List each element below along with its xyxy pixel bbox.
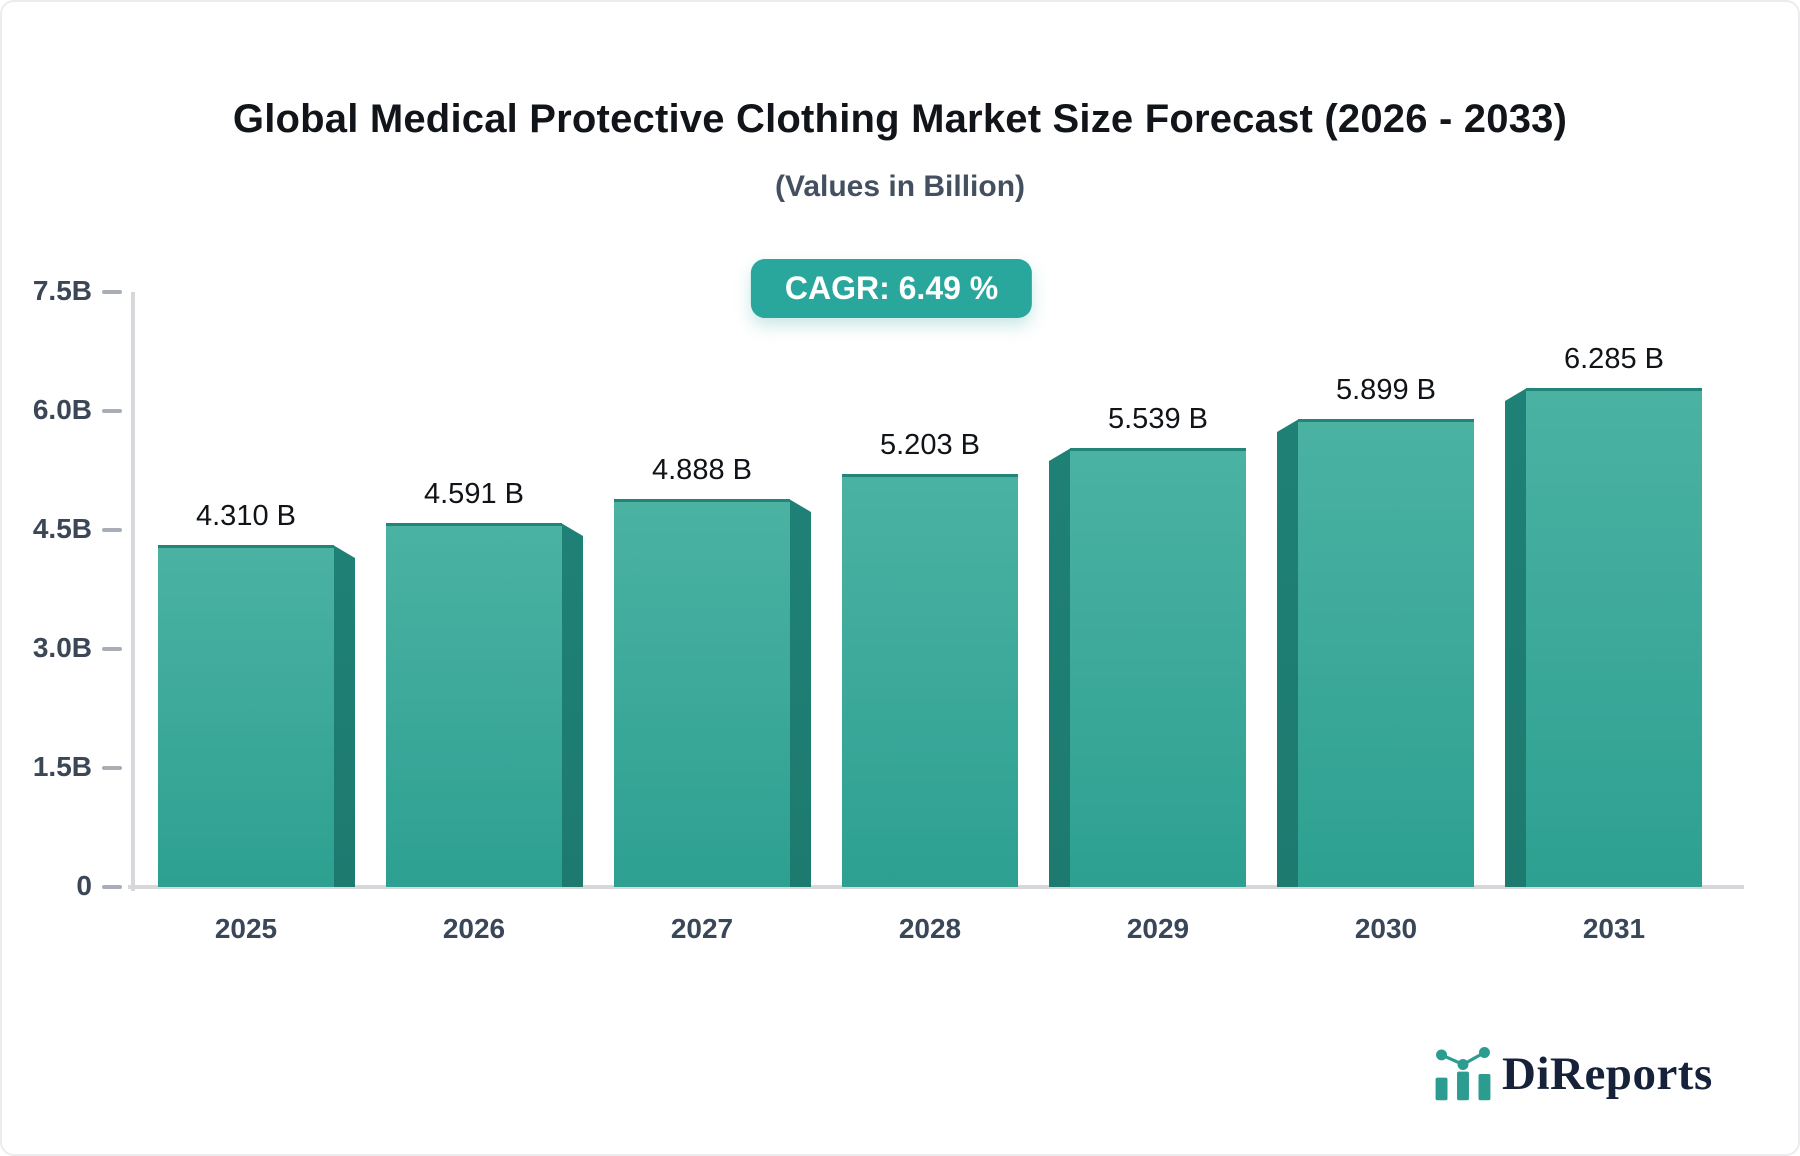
bar-value-label: 4.888 B	[652, 454, 752, 486]
y-tick-label: 4.5B	[32, 513, 92, 544]
logo-text: DiReports	[1502, 1048, 1713, 1100]
x-axis-label: 2026	[442, 913, 506, 944]
bar-column: 5.539 B 2029	[1044, 292, 1272, 944]
bar-side-face	[561, 523, 583, 887]
y-tick-label: 6.0B	[32, 394, 92, 425]
bar-face	[158, 545, 334, 887]
x-axis-label: 2028	[898, 913, 962, 944]
y-tick-dash	[102, 528, 122, 532]
x-axis-label: 2027	[670, 913, 734, 944]
bar-value-label: 4.310 B	[196, 500, 296, 532]
bar-face	[614, 499, 790, 887]
y-tick-dash	[102, 290, 122, 294]
chart-title: Global Medical Protective Clothing Marke…	[232, 97, 1568, 141]
y-tick-label: 3.0B	[32, 632, 92, 663]
chart-subtitle: (Values in Billion)	[774, 170, 1026, 203]
plot-area: 4.310 B 2025 4.591 B 2026 4.888 B 2027 5.203 B…	[132, 292, 1728, 944]
bar-column: 4.888 B 2027	[588, 292, 816, 944]
bar-face	[842, 474, 1018, 887]
logo: DiReports	[1432, 1038, 1713, 1110]
x-axis-label: 2030	[1354, 913, 1418, 944]
bar-face	[386, 523, 562, 887]
bar-column: 5.203 B 2028	[816, 292, 1044, 944]
mini-bar-chart-icon	[1435, 1047, 1491, 1101]
bar-face	[1070, 448, 1246, 887]
bar-column: 4.591 B 2026	[360, 292, 588, 944]
chart: 0 1.5B 3.0B 4.5B 6.0B 7.5B 4.310 B 2025 4.591 B…	[2, 275, 1798, 944]
y-tick-label: 1.5B	[32, 751, 92, 782]
x-axis-label: 2029	[1126, 913, 1190, 944]
bar-value-label: 5.203 B	[880, 429, 980, 461]
bar-face	[1298, 419, 1474, 887]
bar-side-face	[1049, 448, 1071, 887]
y-axis-line	[131, 292, 135, 891]
y-tick-label: 0	[76, 870, 92, 901]
bar-value-label: 5.899 B	[1336, 374, 1436, 406]
x-axis-label: 2031	[1582, 913, 1646, 944]
bar-value-label: 5.539 B	[1108, 403, 1208, 435]
bar-column: 5.899 B 2030	[1272, 292, 1500, 944]
y-tick-dash	[102, 409, 122, 413]
bar-side-face	[789, 499, 811, 887]
bar-side-face	[1277, 419, 1299, 887]
x-axis-label: 2025	[214, 913, 278, 944]
bar-column: 4.310 B 2025	[132, 292, 360, 944]
y-tick-dash	[102, 766, 122, 770]
x-axis-line	[128, 885, 1744, 889]
cagr-badge: CAGR: 6.49 %	[750, 259, 1033, 318]
y-tick-label: 7.5B	[32, 275, 92, 306]
bar-column: 6.285 B 2031	[1500, 292, 1728, 944]
y-tick-dash	[102, 885, 122, 889]
bar-side-face	[333, 545, 355, 887]
y-tick-dash	[102, 647, 122, 651]
bar-value-label: 4.591 B	[424, 478, 524, 510]
bar-side-face	[1505, 388, 1527, 887]
bar-face	[1526, 388, 1702, 887]
bar-value-label: 6.285 B	[1564, 343, 1664, 375]
